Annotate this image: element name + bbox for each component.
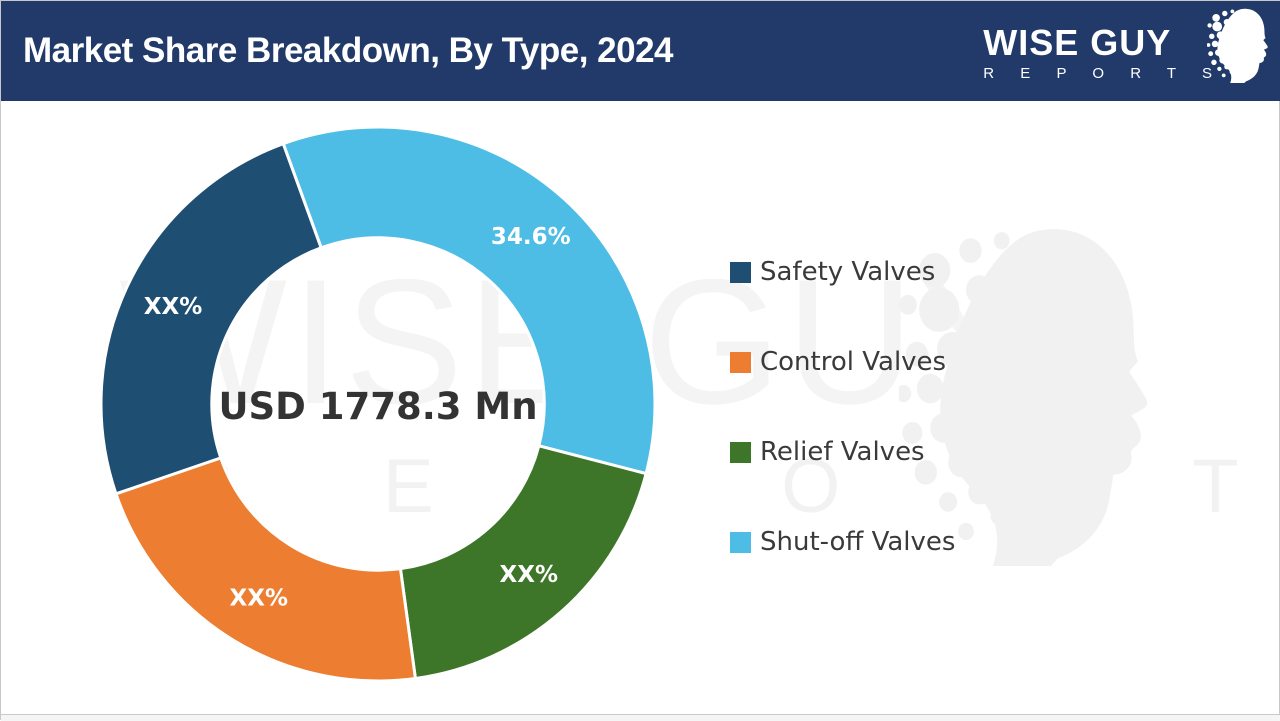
segment-value-label: XX%	[144, 294, 203, 320]
logo-name: WISE GUY	[983, 22, 1172, 63]
legend-swatch-icon	[730, 351, 751, 373]
legend-item-shut-off-valves: Shut-off Valves	[730, 527, 956, 557]
chart-center-value: USD 1778.3 Mn	[218, 385, 538, 428]
header-bar: Market Share Breakdown, By Type, 2024 WI…	[1, 1, 1280, 101]
bottom-strip	[1, 714, 1280, 721]
segment-value-label: 34.6%	[491, 224, 571, 250]
legend-label: Control Valves	[760, 347, 947, 377]
donut-segment-safety-valves	[99, 142, 323, 496]
legend-swatch-icon	[730, 261, 751, 283]
donut-segment-shut-off-valves	[281, 125, 657, 476]
wiseguy-head-icon	[1207, 8, 1268, 83]
legend-label: Shut-off Valves	[760, 527, 956, 557]
donut-segment-relief-valves	[398, 444, 648, 680]
legend-label: Safety Valves	[760, 257, 936, 287]
legend-swatch-icon	[730, 441, 751, 463]
logo-subname: R E P O R T S	[983, 65, 1223, 82]
legend-swatch-icon	[730, 531, 751, 553]
segment-value-label: XX%	[500, 562, 559, 588]
legend-item-relief-valves: Relief Valves	[730, 437, 955, 467]
chart-legend: Safety Valves Control Valves Relief Valv…	[730, 257, 956, 557]
legend-item-control-valves: Control Valves	[730, 347, 955, 377]
wiseguy-reports-logo: WISE GUY R E P O R T S	[983, 8, 1273, 83]
legend-label: Relief Valves	[760, 437, 925, 467]
legend-item-safety-valves: Safety Valves	[730, 257, 955, 287]
segment-value-label: XX%	[230, 585, 289, 611]
page-title: Market Share Breakdown, By Type, 2024	[23, 31, 674, 70]
donut-segment-control-valves	[114, 456, 417, 683]
